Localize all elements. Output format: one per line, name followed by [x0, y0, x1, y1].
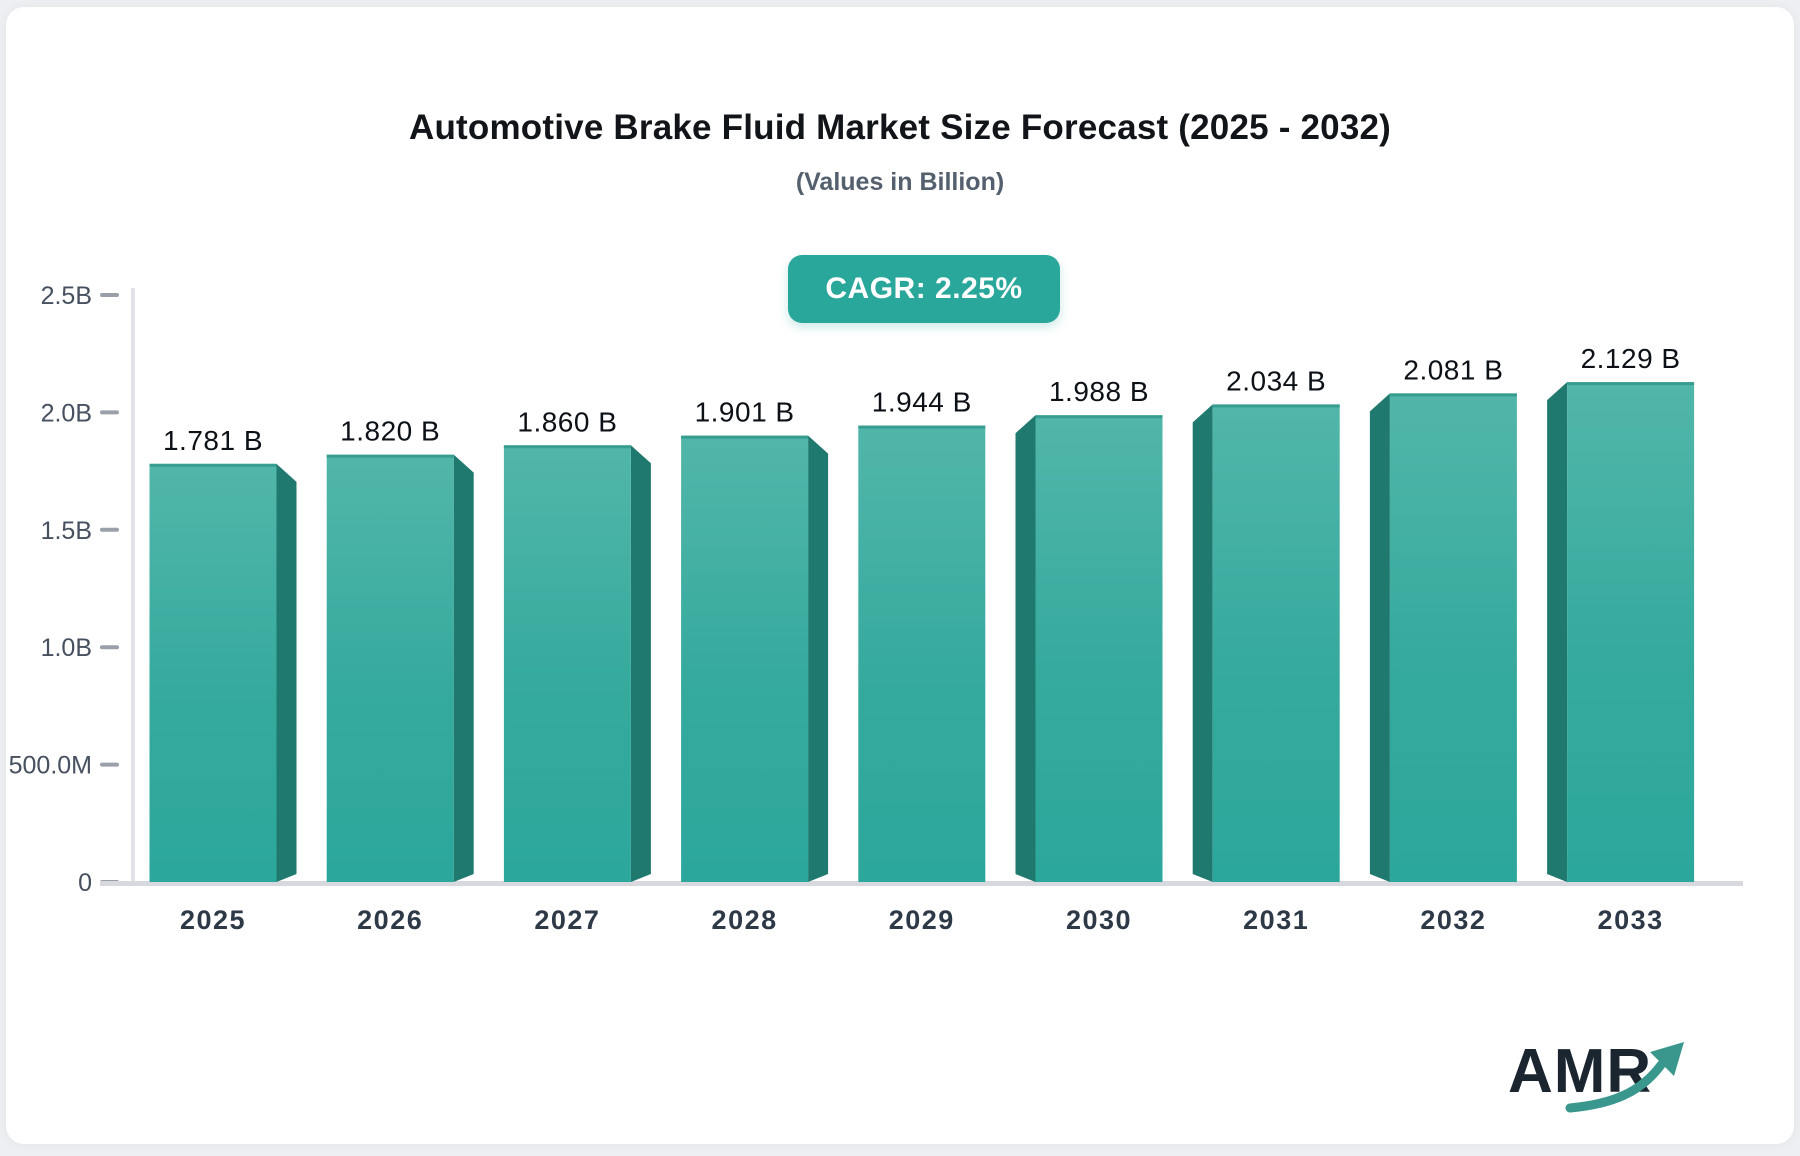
amr-logo: AMR	[1508, 1030, 1708, 1116]
bar-side-face	[1547, 382, 1568, 882]
labels-layer: 1.781 B 2025 1.820 B 2026 1.860 B 2027 1.901 B…	[163, 343, 1681, 935]
bar-side-face	[630, 445, 651, 882]
bar-group	[326, 454, 474, 882]
bar-face	[1035, 415, 1163, 882]
x-axis-label: 2028	[712, 905, 778, 935]
bar-group	[1547, 382, 1695, 882]
y-tick-label: 1.0B	[41, 634, 92, 662]
bar-top-edge	[1389, 393, 1517, 397]
bar-face	[1567, 382, 1695, 882]
bar-group	[1369, 393, 1517, 882]
bar-face	[681, 435, 809, 882]
y-axis-line	[131, 288, 135, 884]
x-axis-label: 2030	[1066, 905, 1132, 935]
bar-face	[503, 445, 631, 882]
chart-title: Automotive Brake Fluid Market Size Forec…	[408, 108, 1392, 147]
cagr-badge-label: CAGR: 2.25%	[825, 272, 1023, 305]
bar-top-edge	[149, 463, 277, 467]
bar-group	[1015, 415, 1163, 882]
x-axis-label: 2033	[1598, 905, 1664, 935]
bar-value-label: 1.988 B	[1049, 376, 1149, 407]
y-tick-label: 0	[78, 869, 92, 897]
y-tick-mark	[100, 410, 119, 415]
bar-value-label: 2.034 B	[1226, 365, 1326, 396]
x-axis-label: 2031	[1243, 905, 1309, 935]
bar-group	[858, 425, 986, 882]
bar-top-edge	[858, 425, 986, 429]
x-axis-label: 2027	[534, 905, 600, 935]
y-tick-label: 2.0B	[41, 399, 92, 427]
bar-group	[681, 435, 829, 882]
bar-top-edge	[503, 445, 631, 449]
x-axis-label: 2032	[1420, 905, 1486, 935]
y-tick-label: 2.5B	[41, 282, 92, 310]
bar-face	[1212, 404, 1340, 882]
bar-top-edge	[326, 454, 454, 458]
bar-face	[149, 463, 277, 882]
bar-group	[503, 445, 651, 882]
x-axis-label: 2026	[357, 905, 423, 935]
bar-top-edge	[681, 435, 809, 439]
y-tick-mark	[100, 293, 119, 297]
x-axis-label: 2029	[889, 905, 955, 935]
bar-top-edge	[1035, 415, 1163, 419]
amr-growth-arrow-icon	[1565, 1042, 1684, 1113]
bar-value-label: 1.860 B	[517, 406, 617, 437]
bar-side-face	[1015, 415, 1036, 882]
bar-value-label: 1.944 B	[872, 387, 972, 418]
chart-subtitle: (Values in Billion)	[795, 168, 1005, 196]
bar-group	[149, 463, 297, 882]
bar-face	[1389, 393, 1517, 882]
y-tick-label: 1.5B	[41, 517, 92, 545]
bar-value-label: 2.129 B	[1581, 343, 1681, 374]
bar-side-face	[1369, 393, 1390, 882]
bar-top-edge	[1212, 404, 1340, 408]
bar-value-label: 1.901 B	[695, 397, 795, 428]
bar-top-edge	[1567, 382, 1695, 386]
bar-group	[1192, 404, 1340, 882]
y-tick-label: 500.0M	[9, 752, 92, 780]
cagr-badge: CAGR: 2.25%	[788, 255, 1060, 323]
x-axis-baseline	[100, 881, 1743, 886]
bar-side-face	[808, 435, 829, 882]
bar-value-label: 2.081 B	[1403, 354, 1503, 385]
y-tick-mark	[100, 762, 119, 767]
bar-side-face	[276, 463, 297, 882]
bar-side-face	[453, 454, 474, 882]
axis-layer: 2.5B 2.0B 1.5B 1.0B 500.0M 0	[9, 282, 1743, 897]
bar-side-face	[1192, 404, 1213, 882]
bars-layer	[149, 382, 1695, 882]
bar-face	[858, 425, 986, 882]
bar-face	[326, 454, 454, 882]
x-axis-label: 2025	[180, 905, 246, 935]
y-tick-mark	[100, 527, 119, 532]
y-tick-mark	[100, 645, 119, 650]
bar-value-label: 1.781 B	[163, 425, 263, 456]
bar-value-label: 1.820 B	[340, 416, 440, 447]
